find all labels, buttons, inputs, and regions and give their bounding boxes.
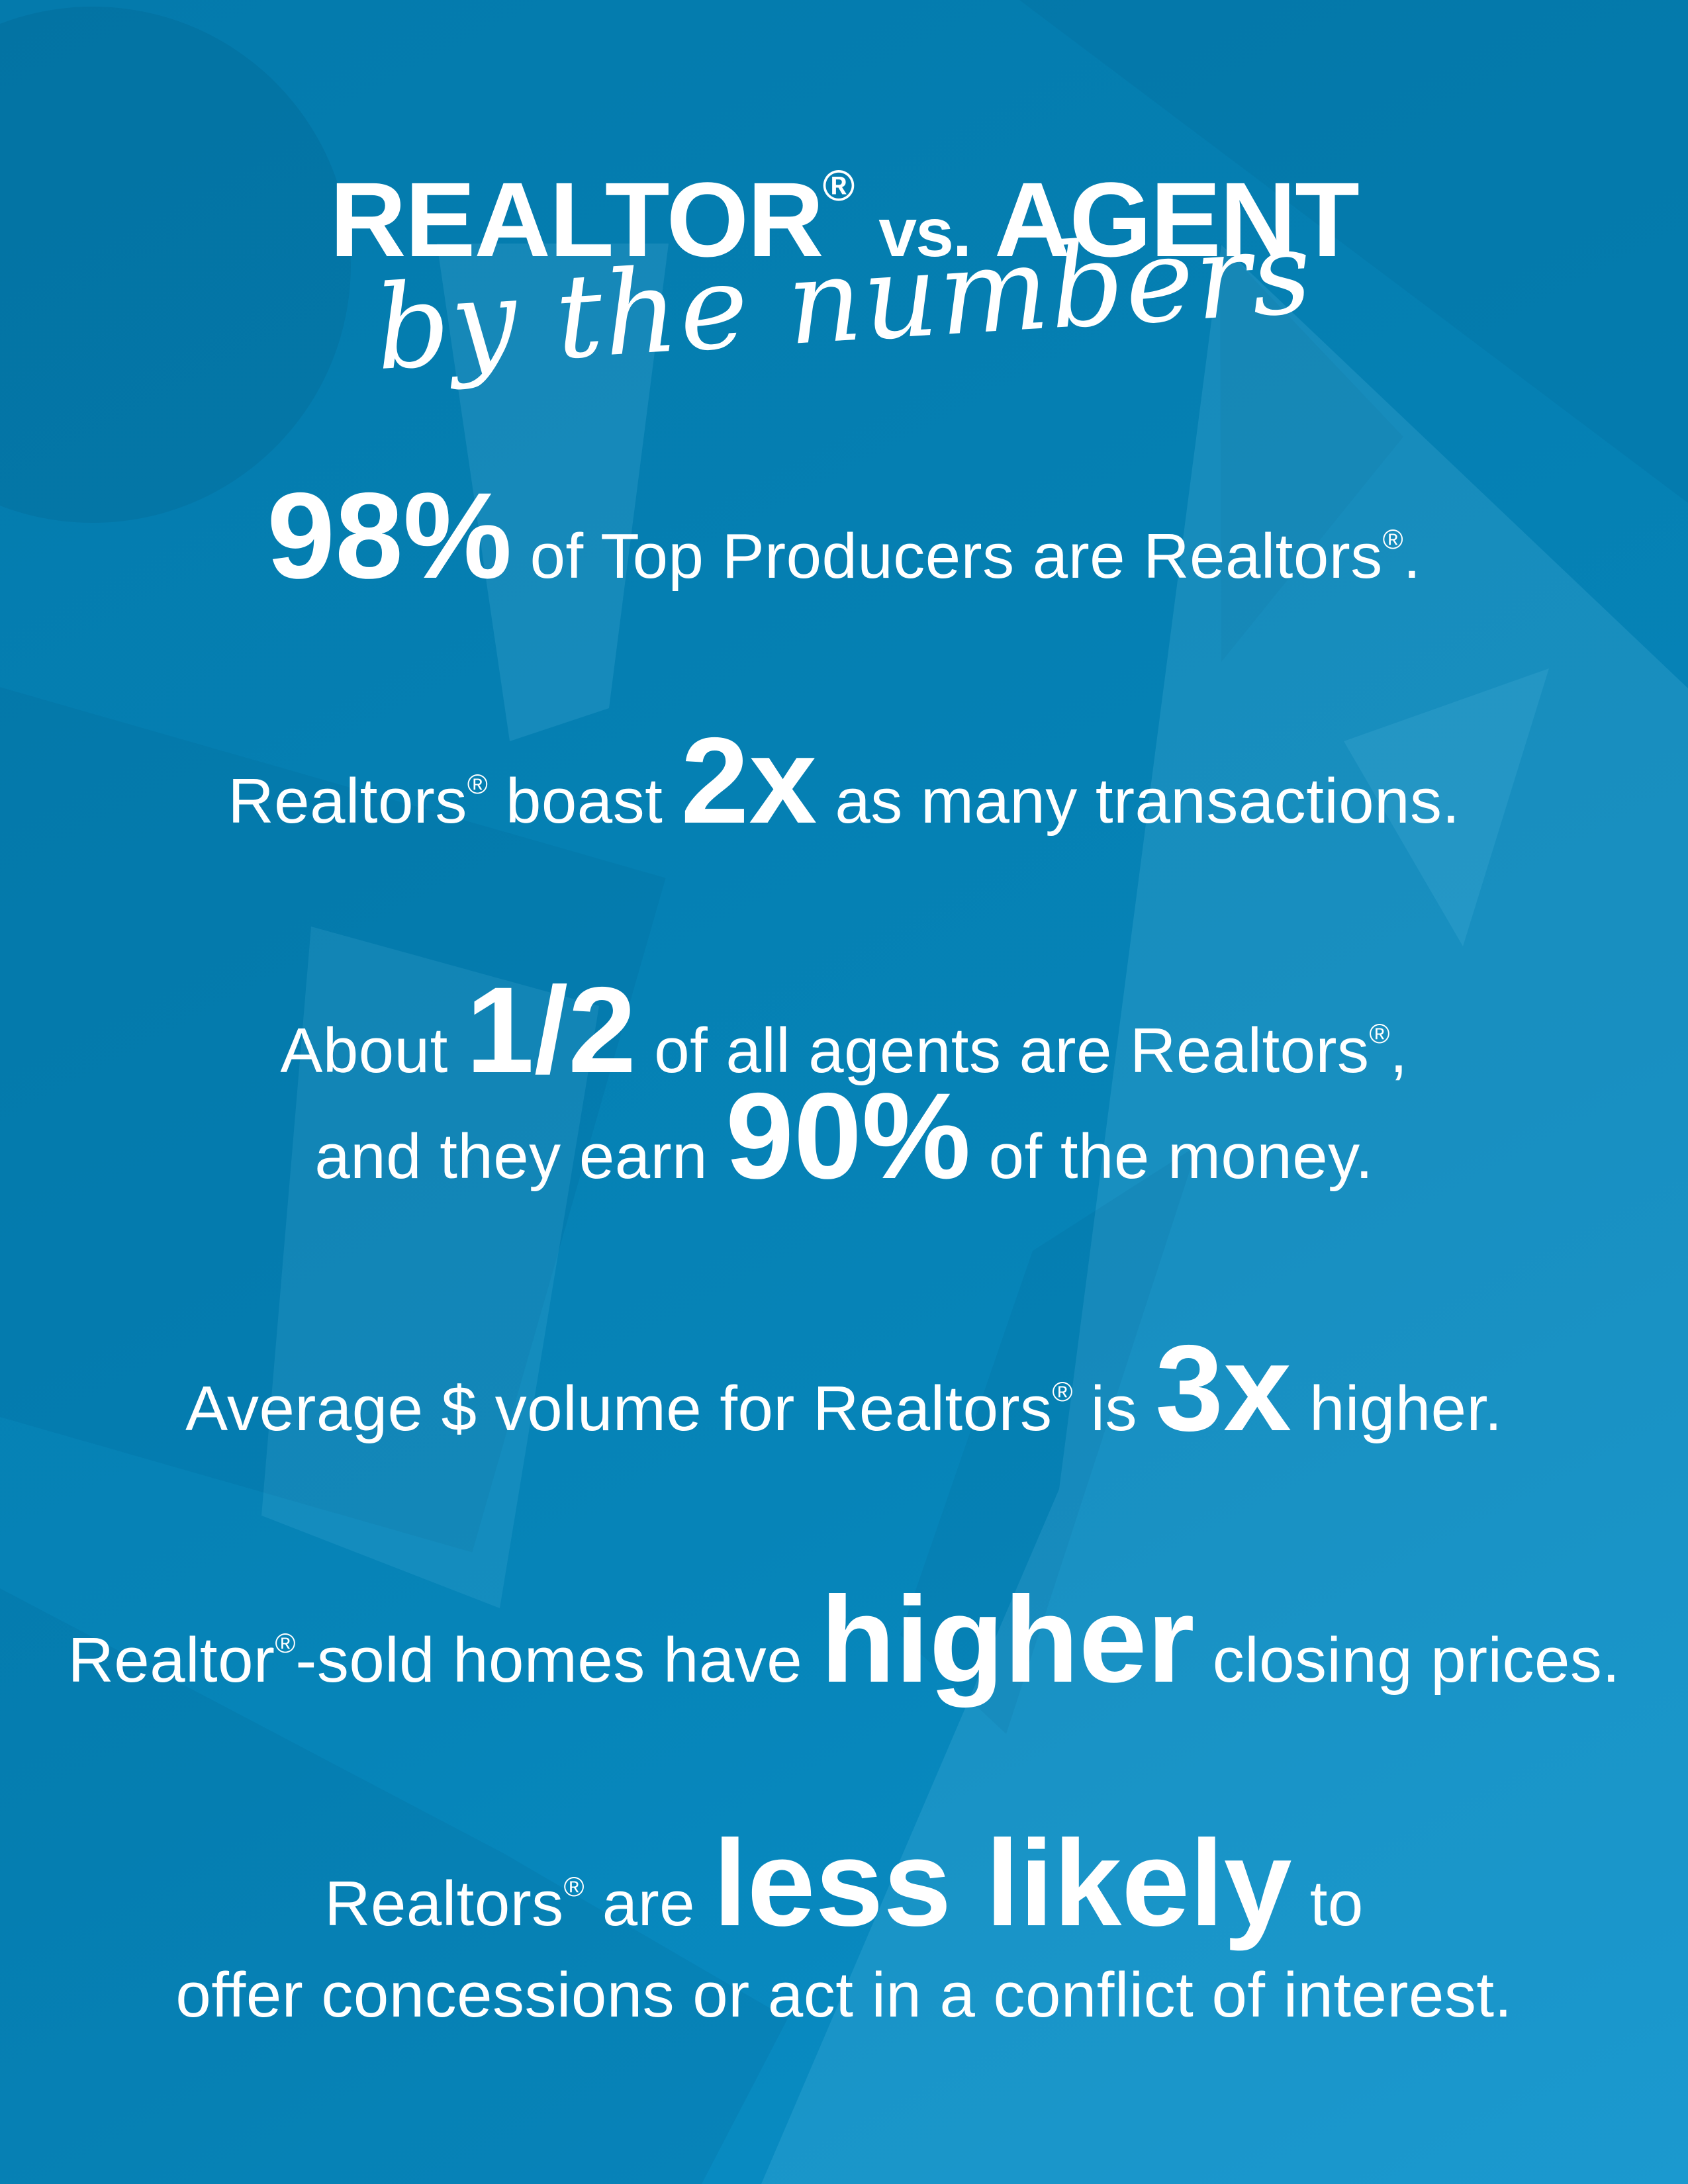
stat-line: offer concessions or act in a conflict o… [0, 1950, 1688, 2041]
stat-highlight: 2x [680, 713, 818, 849]
stat-line: About 1/2 of all agents are Realtors®, [0, 970, 1688, 1103]
stat-highlight: 3x [1155, 1320, 1291, 1457]
registered-trademark-icon: ® [467, 768, 488, 799]
stat-text: as many transactions. [817, 766, 1460, 837]
stat-text: of all agents are Realtors [636, 1015, 1370, 1086]
stat-text: About [280, 1015, 466, 1086]
registered-trademark-icon: ® [822, 161, 855, 210]
stat-text: Realtor [68, 1625, 275, 1696]
stat-highlight: less likely [713, 1815, 1292, 1952]
stat-line: Realtor®-sold homes have higher closing … [0, 1579, 1688, 1713]
stat-2x-transactions: Realtors® boast 2x as many transactions. [0, 720, 1688, 854]
stat-line: Realtors® are less likely to [0, 1823, 1688, 1950]
registered-trademark-icon: ® [1052, 1376, 1073, 1407]
registered-trademark-icon: ® [275, 1627, 296, 1659]
stat-text: are [584, 1868, 714, 1939]
stat-text: offer concessions or act in a conflict o… [175, 1960, 1513, 2030]
stat-text: and they earn [314, 1121, 726, 1192]
stat-text: . [1403, 521, 1421, 592]
stat-text: higher. [1291, 1373, 1503, 1444]
registered-trademark-icon: ® [1369, 1018, 1390, 1049]
stat-3x-volume: Average $ volume for Realtors® is 3x hig… [0, 1328, 1688, 1462]
stat-highlight: 90% [726, 1068, 971, 1205]
stat-highlight: 1/2 [465, 962, 637, 1099]
stat-line: Average $ volume for Realtors® is 3x hig… [0, 1328, 1688, 1462]
stat-half-and-90-percent: About 1/2 of all agents are Realtors®, an… [0, 970, 1688, 1209]
stat-text: of the money. [970, 1121, 1374, 1192]
page-title: REALTOR® vs. AGENT [0, 129, 1688, 289]
stat-line: 98% of Top Producers are Realtors®. [0, 475, 1688, 610]
stat-text: Realtors [228, 766, 467, 837]
stat-line: Realtors® boast 2x as many transactions. [0, 720, 1688, 854]
title-agent: AGENT [994, 160, 1360, 279]
stat-higher-closing-prices: Realtor®-sold homes have higher closing … [0, 1579, 1688, 1713]
stat-98-percent: 98% of Top Producers are Realtors®. [0, 475, 1688, 610]
stat-line: and they earn 90% of the money. [0, 1075, 1688, 1209]
stat-text: closing prices. [1194, 1625, 1620, 1696]
stat-highlight: 98% [267, 468, 512, 604]
registered-trademark-icon: ® [563, 1871, 585, 1902]
stat-text: to [1291, 1868, 1364, 1939]
stat-text: boast [487, 766, 681, 837]
stat-text: of Top Producers are Realtors [512, 521, 1383, 592]
stat-text: Average $ volume for Realtors [185, 1373, 1053, 1444]
stat-text: is [1072, 1373, 1156, 1444]
stat-highlight: higher [820, 1572, 1195, 1708]
stat-text: -sold homes have [295, 1625, 821, 1696]
stat-less-likely-concessions: Realtors® are less likely to offer conces… [0, 1823, 1688, 2041]
title-vs: vs. [878, 195, 972, 271]
registered-trademark-icon: ® [1382, 523, 1403, 555]
stat-text: , [1389, 1015, 1408, 1086]
stat-text: Realtors [324, 1868, 564, 1939]
title-realtor: REALTOR [330, 160, 824, 279]
